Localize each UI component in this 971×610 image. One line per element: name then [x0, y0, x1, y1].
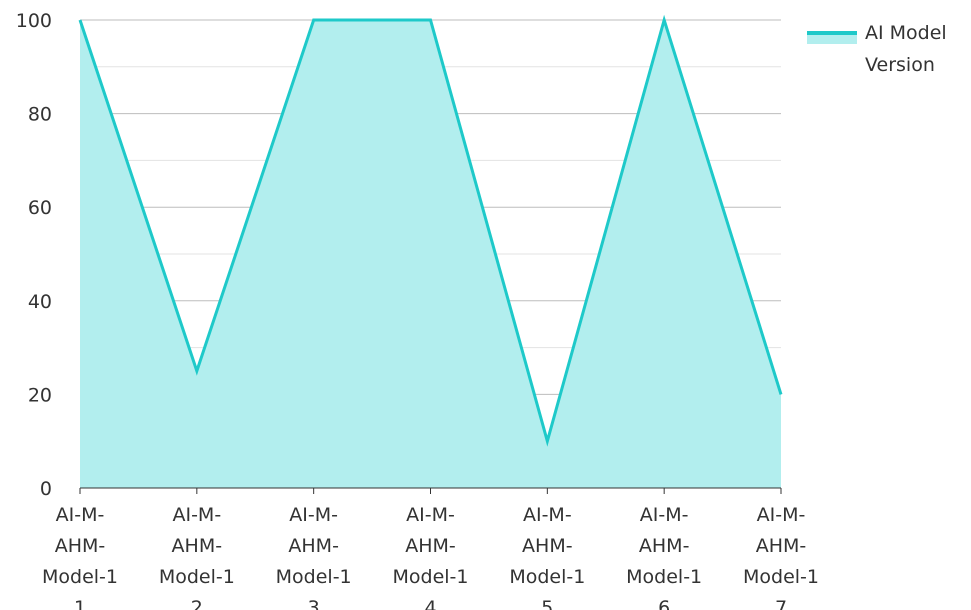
- y-tick-label: 80: [28, 104, 52, 126]
- y-tick-label: 60: [28, 197, 52, 219]
- y-tick-label: 40: [28, 291, 52, 313]
- legend-label-line-2: Version: [865, 54, 935, 76]
- x-tick-label: AI-M-AHM-Model-1 4: [393, 504, 469, 610]
- x-tick-label: AI-M-AHM-Model-1 2: [159, 504, 235, 610]
- y-tick-label: 100: [16, 10, 52, 32]
- x-tick-label: AI-M-AHM-Model-1 5: [509, 504, 585, 610]
- y-axis-ticks: 0 20 40 60 80 100: [16, 10, 52, 500]
- y-tick-label: 0: [40, 478, 52, 500]
- x-tick-label: AI-M-AHM-Model-1 3: [276, 504, 352, 610]
- series-area-fill: [80, 20, 781, 488]
- x-axis-ticks: AI-M-AHM-Model-1 1 AI-M-AHM-Model-1 2 AI-M-A…: [42, 488, 819, 610]
- legend: AI Model Version: [807, 22, 947, 76]
- x-tick-label: AI-M-AHM-Model-1 6: [626, 504, 702, 610]
- series-line: [78, 14, 783, 447]
- legend-label-line-1: AI Model: [865, 22, 947, 44]
- x-tick-label: AI-M-AHM-Model-1 7: [743, 504, 819, 610]
- x-tick-label: AI-M-AHM-Model-1 1: [42, 504, 118, 610]
- y-tick-label: 20: [28, 384, 52, 406]
